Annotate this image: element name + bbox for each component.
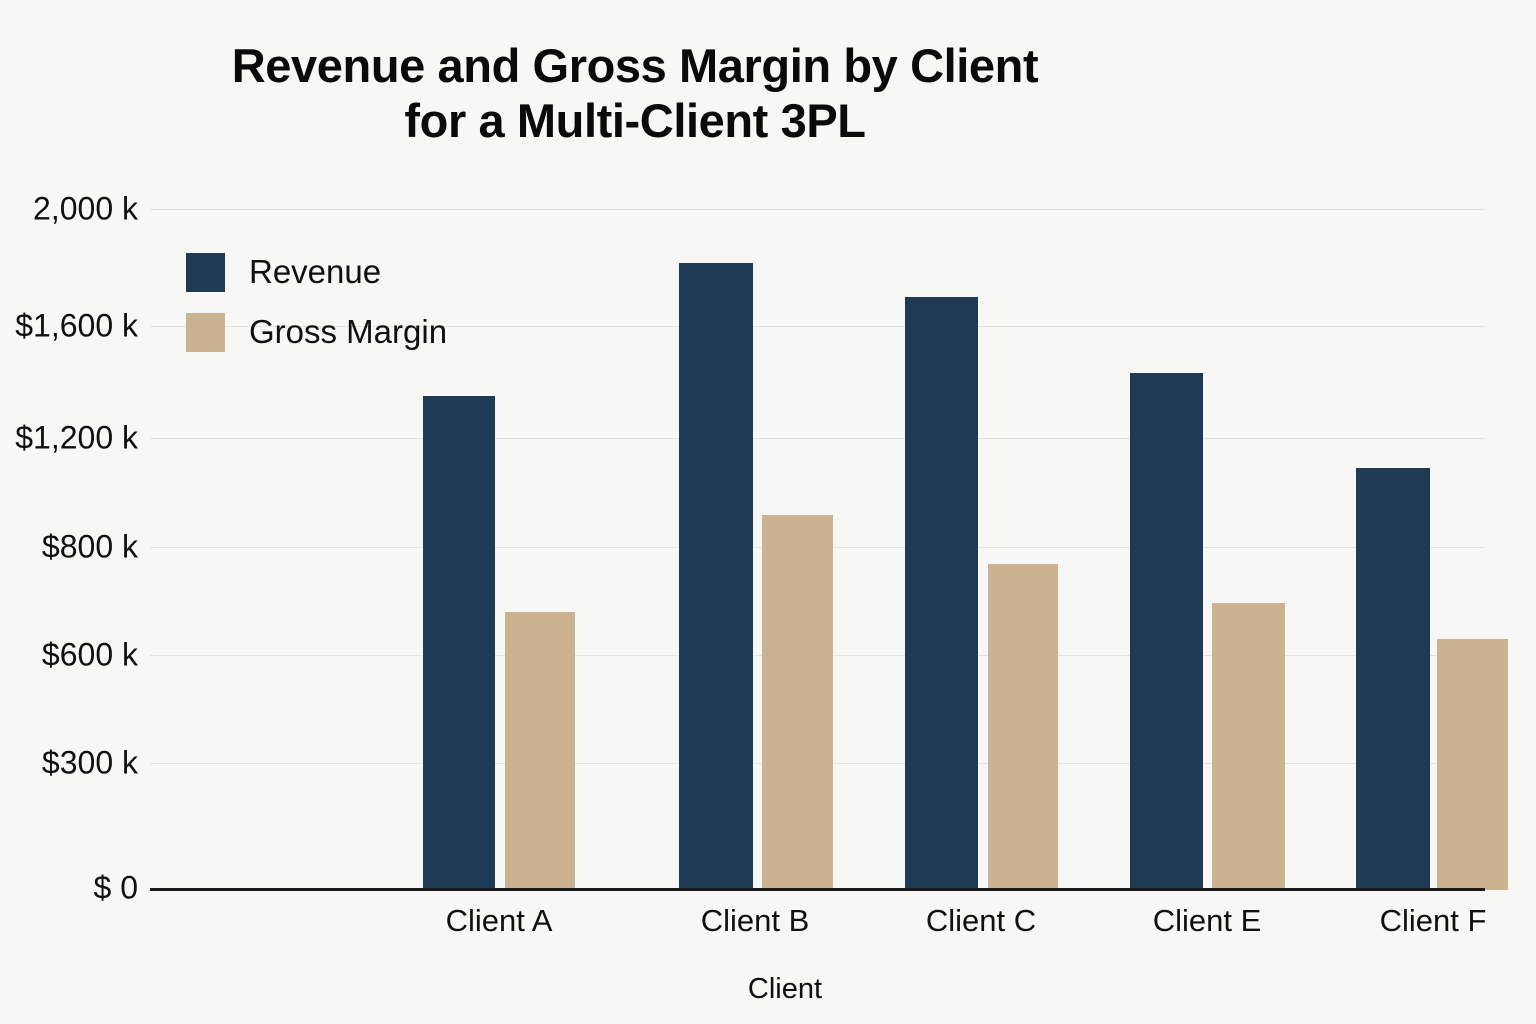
chart-legend: Revenue Gross Margin: [186, 242, 447, 362]
chart-title: Revenue and Gross Margin by Client for a…: [231, 39, 1039, 148]
legend-swatch-icon-gross-margin: [186, 312, 225, 352]
legend-item-revenue[interactable]: Revenue: [186, 242, 447, 302]
y-axis-tick-label: $800 k: [41, 528, 138, 565]
y-axis-tick-label: $1,200 k: [15, 419, 138, 456]
x-axis-tick-label: Client F: [1379, 903, 1487, 938]
gridline: [150, 438, 1485, 439]
x-axis-title: Client: [747, 973, 823, 1005]
x-axis-tick-label: Client A: [445, 903, 553, 938]
bar-gross-margin[interactable]: [505, 612, 575, 890]
bar-revenue[interactable]: [905, 297, 978, 890]
gridline: [150, 326, 1485, 327]
legend-item-gross-margin[interactable]: Gross Margin: [186, 302, 447, 362]
x-axis-line: [150, 888, 1485, 891]
bar-gross-margin[interactable]: [1437, 639, 1508, 890]
bar-gross-margin[interactable]: [988, 564, 1058, 890]
bar-gross-margin[interactable]: [1212, 603, 1285, 890]
y-axis-tick-label: $600 k: [41, 636, 138, 673]
bar-revenue[interactable]: [679, 263, 753, 890]
y-axis-tick-label: $300 k: [41, 744, 138, 781]
y-axis-tick-label: $ 0: [93, 869, 138, 906]
x-axis-tick-label: Client B: [700, 903, 810, 938]
plot-area: [150, 200, 1508, 891]
bar-revenue[interactable]: [1130, 373, 1203, 890]
bar-revenue[interactable]: [423, 396, 495, 890]
legend-label-revenue: Revenue: [249, 253, 382, 290]
legend-swatch-icon-revenue: [186, 252, 225, 292]
y-axis-tick-label: 2,000 k: [33, 190, 138, 227]
legend-label-gross-margin: Gross Margin: [249, 313, 448, 350]
x-axis-tick-label: Client E: [1152, 903, 1262, 938]
bar-gross-margin[interactable]: [762, 515, 833, 890]
gridline: [150, 209, 1485, 210]
bar-revenue[interactable]: [1356, 468, 1430, 890]
x-axis-tick-label: Client C: [925, 903, 1037, 938]
y-axis-tick-label: $1,600 k: [15, 307, 138, 344]
